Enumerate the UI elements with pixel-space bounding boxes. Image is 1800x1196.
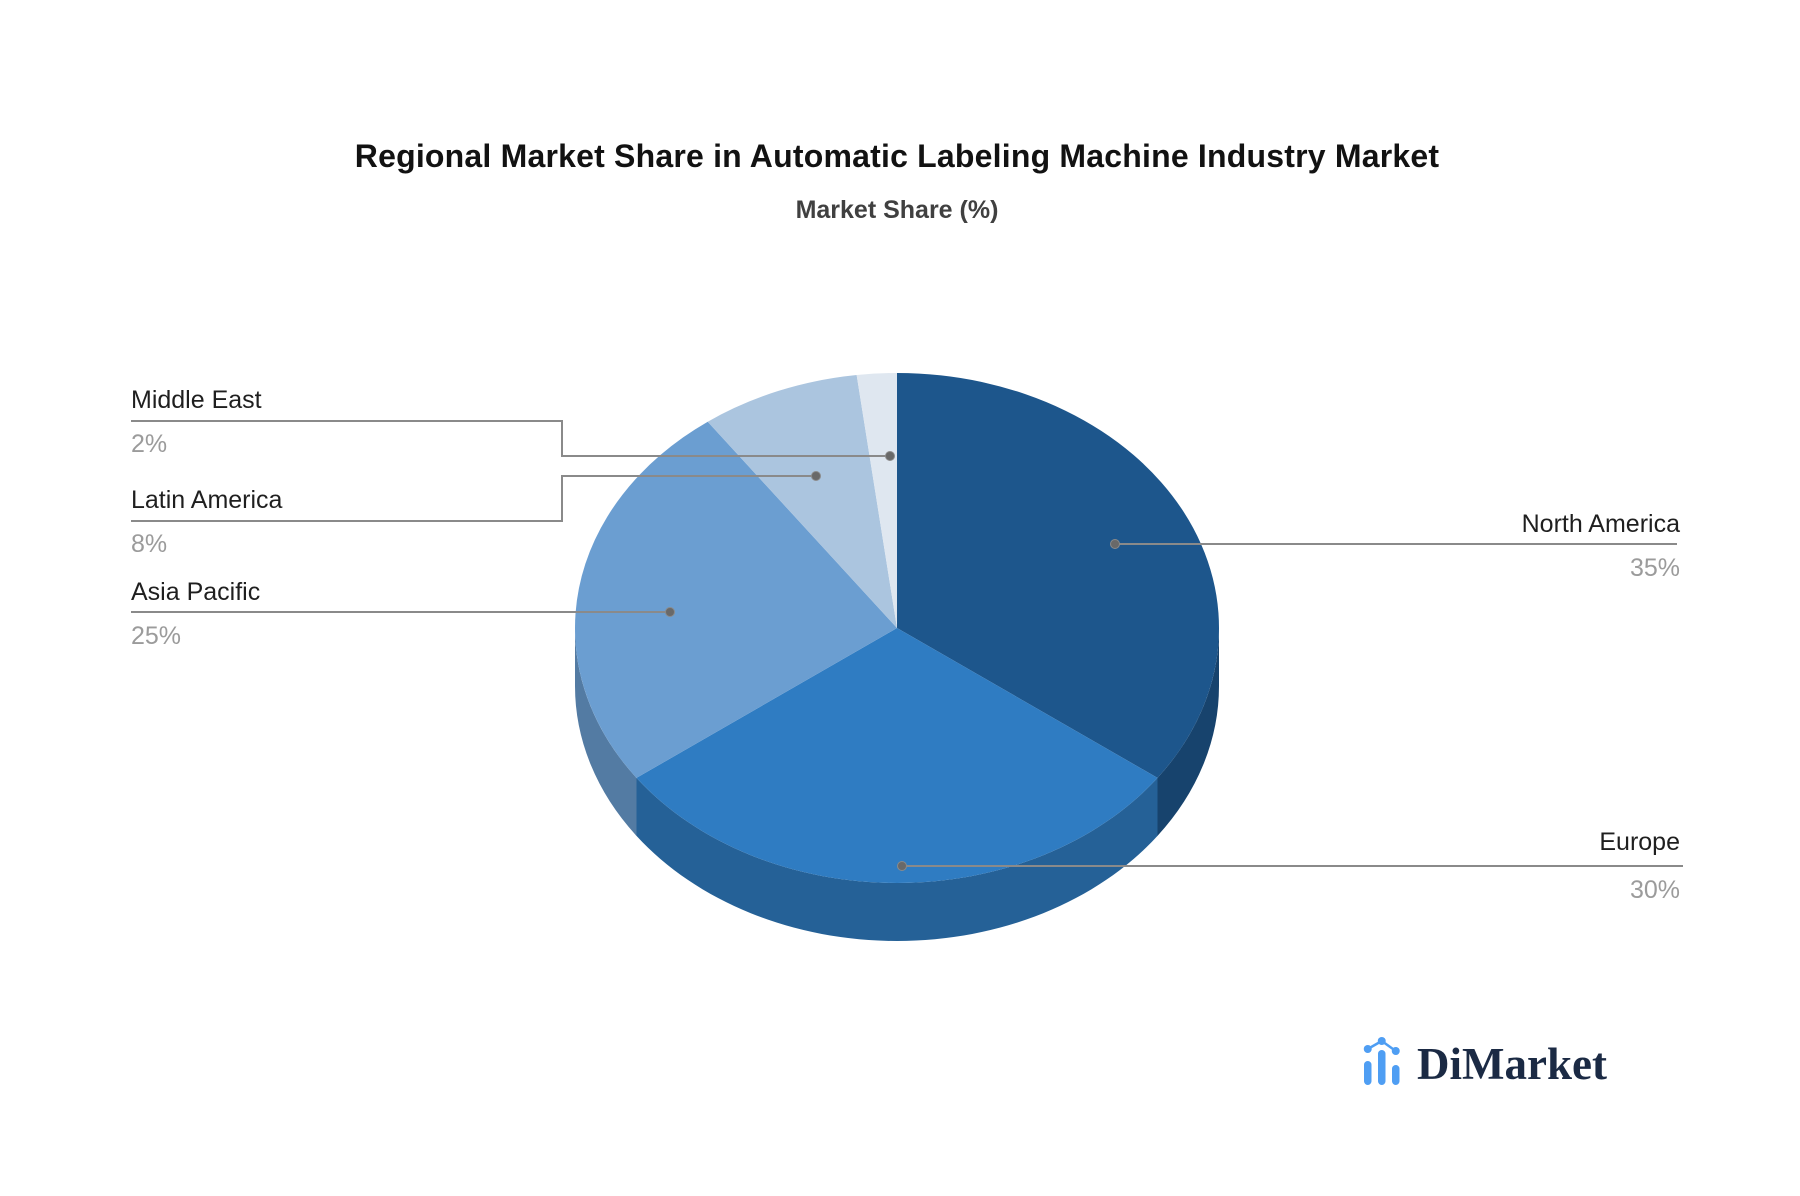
dimarket-logo: DiMarket [1358,1036,1607,1088]
pie-label-europe: Europe [1599,828,1680,856]
pie-label-asia-pacific: Asia Pacific [131,578,261,606]
chart-subtitle: Market Share (%) [795,196,999,224]
leader-dot-asia-pacific [665,607,675,617]
pie-label-latin-america: Latin America [131,486,283,514]
chart-title: Regional Market Share in Automatic Label… [354,138,1440,174]
pie-group [575,373,1219,941]
pie-slice-side-asia-pacific [575,628,637,836]
leader-dot-middle-east [885,451,895,461]
pie-value-europe: 30% [1629,876,1680,904]
pie-slice-asia-pacific[interactable] [575,421,897,778]
leader-dot-latin-america [811,471,821,481]
pie-slice-europe[interactable] [636,628,1158,883]
leader-dot-north-america [1110,539,1120,549]
pie-slice-north-america[interactable] [897,373,1219,778]
logo-text: DiMarket [1417,1038,1607,1089]
bar-chart-logo-icon [1363,1037,1400,1085]
leader-line-latin-america [131,475,812,522]
pie-slice-side-europe [636,777,1158,941]
pie-value-asia-pacific: 25% [131,622,182,650]
pie-slice-middle-east[interactable] [856,373,897,628]
pie-value-north-america: 35% [1629,554,1680,582]
pie-label-middle-east: Middle East [131,386,262,414]
pie-value-latin-america: 8% [131,530,168,558]
pie-value-middle-east: 2% [131,430,168,458]
leader-line-middle-east [131,420,886,457]
pie-slice-latin-america[interactable] [707,375,897,628]
pie-label-north-america: North America [1521,510,1680,538]
pie-slice-side-north-america [1157,628,1219,836]
leader-dot-europe [897,861,907,871]
